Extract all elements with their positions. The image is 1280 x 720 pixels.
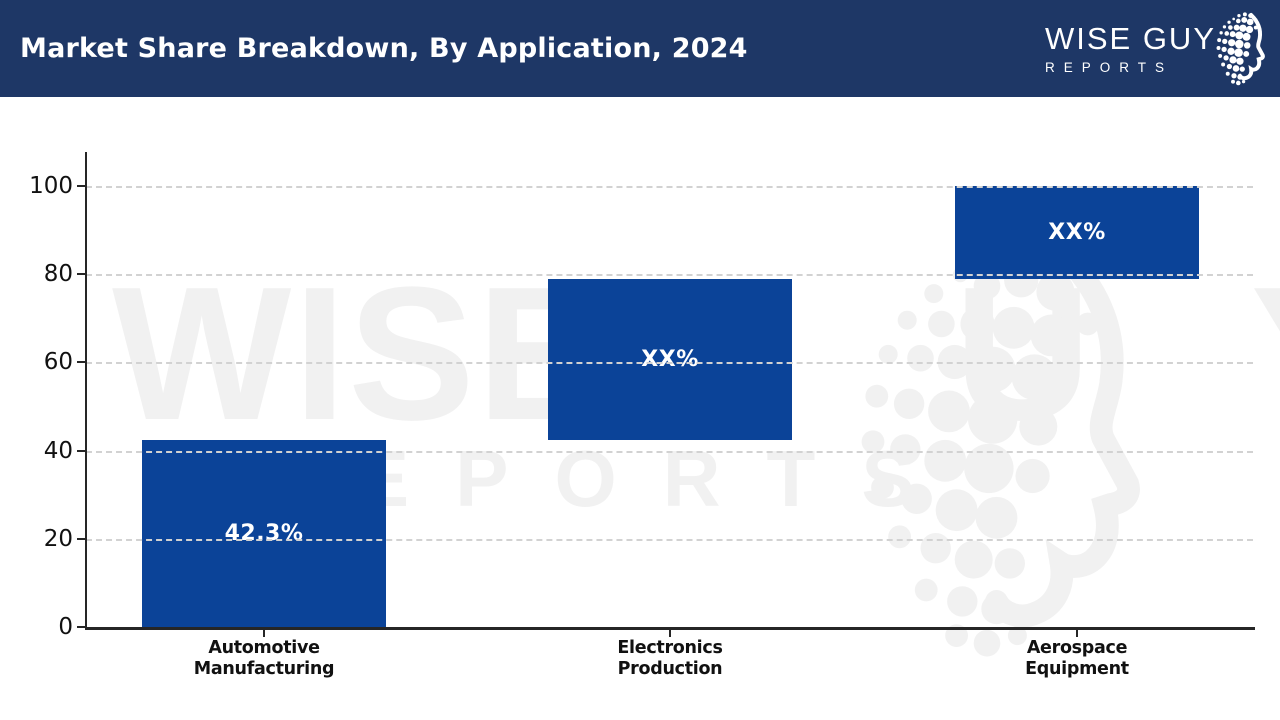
x-axis-label-electronics-production: Electronics Production bbox=[510, 638, 830, 681]
y-axis-tick bbox=[77, 449, 85, 452]
bar-value-label: 42.3% bbox=[224, 521, 304, 547]
y-tick-label: 40 bbox=[43, 437, 73, 464]
watermark-wise-text: WISE bbox=[112, 248, 606, 460]
y-tick-label: 0 bbox=[58, 614, 73, 640]
bar-electronics-production: XX% bbox=[548, 279, 792, 441]
y-axis-tick bbox=[77, 361, 85, 364]
y-axis-tick bbox=[77, 626, 85, 628]
x-axis-label-line: Production bbox=[617, 659, 723, 680]
y-tick-label: 60 bbox=[43, 349, 73, 376]
bar-aerospace-equipment: XX% bbox=[955, 186, 1199, 280]
x-axis-label-line: Equipment bbox=[1025, 659, 1129, 680]
watermark-head-icon bbox=[861, 236, 1140, 657]
x-axis-tick bbox=[669, 628, 671, 637]
bar-automotive-manufacturing: 42.3% bbox=[142, 440, 386, 627]
chart-area: WISE G U Y REPORTS 02040608010042.3%Auto… bbox=[0, 97, 1280, 720]
logo-wordmark: WISE GUY REPORTS bbox=[1045, 23, 1216, 75]
header-bar: Market Share Breakdown, By Application, … bbox=[0, 0, 1280, 97]
gridline bbox=[86, 274, 1253, 277]
y-axis-tick bbox=[77, 537, 85, 540]
y-tick-label: 80 bbox=[43, 261, 73, 288]
y-tick-label: 100 bbox=[29, 173, 73, 199]
x-axis-label-aerospace-equipment: Aerospace Equipment bbox=[917, 638, 1237, 681]
page-title: Market Share Breakdown, By Application, … bbox=[20, 33, 748, 64]
x-axis-label-line: Manufacturing bbox=[193, 659, 335, 680]
y-tick-label: 20 bbox=[43, 525, 73, 552]
brand-logo: WISE GUY REPORTS bbox=[1045, 10, 1268, 88]
x-axis-label-line: Aerospace bbox=[1026, 638, 1128, 658]
bar-value-label: XX% bbox=[641, 347, 699, 373]
y-axis-tick bbox=[77, 185, 85, 187]
x-axis-tick bbox=[1076, 628, 1078, 637]
logo-head-icon bbox=[1216, 11, 1265, 85]
logo-name-text: WISE GUY bbox=[1044, 20, 1216, 56]
x-axis-label-automotive-manufacturing: Automotive Manufacturing bbox=[104, 638, 424, 681]
y-axis-tick bbox=[77, 273, 85, 276]
gridline bbox=[86, 450, 1253, 453]
y-axis-line bbox=[85, 152, 87, 629]
x-axis-tick bbox=[263, 628, 265, 637]
gridline bbox=[86, 538, 1253, 541]
x-axis-label-line: Automotive bbox=[208, 638, 320, 658]
gridline bbox=[86, 186, 1253, 188]
gridline bbox=[86, 362, 1253, 365]
bar-value-label: XX% bbox=[1048, 220, 1106, 246]
x-axis-label-line: Electronics bbox=[617, 638, 723, 658]
logo-sub-text: REPORTS bbox=[1044, 59, 1173, 75]
